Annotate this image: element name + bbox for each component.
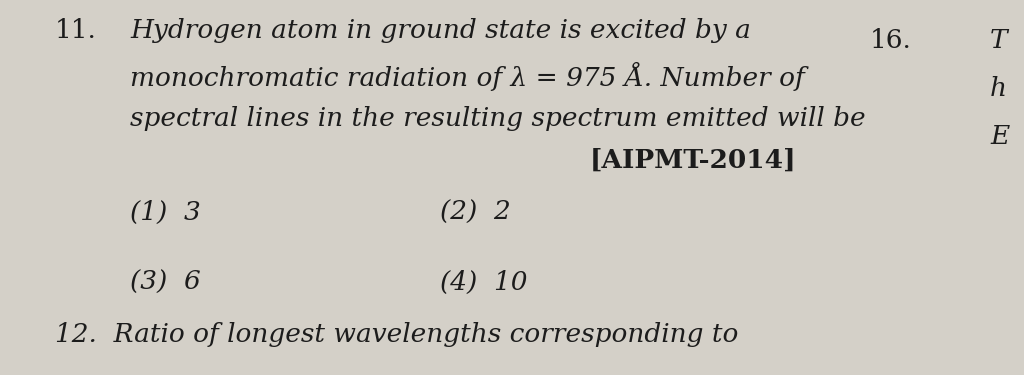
Text: monochromatic radiation of λ = 975 Å. Number of: monochromatic radiation of λ = 975 Å. Nu… <box>130 62 805 91</box>
Text: (3)  6: (3) 6 <box>130 270 201 295</box>
Text: spectral lines in the resulting spectrum emitted will be: spectral lines in the resulting spectrum… <box>130 106 865 131</box>
Text: (4)  10: (4) 10 <box>440 270 527 295</box>
Text: 16.: 16. <box>870 28 912 53</box>
Text: [AIPMT-2014]: [AIPMT-2014] <box>590 148 797 173</box>
Text: h: h <box>990 76 1007 101</box>
Text: Hydrogen atom in ground state is excited by a: Hydrogen atom in ground state is excited… <box>130 18 751 43</box>
Text: 11.: 11. <box>55 18 97 43</box>
Text: (1)  3: (1) 3 <box>130 200 201 225</box>
Text: 12.  Ratio of longest wavelengths corresponding to: 12. Ratio of longest wavelengths corresp… <box>55 322 738 347</box>
Text: T: T <box>990 28 1008 53</box>
Text: E: E <box>990 124 1010 149</box>
Text: (2)  2: (2) 2 <box>440 200 511 225</box>
